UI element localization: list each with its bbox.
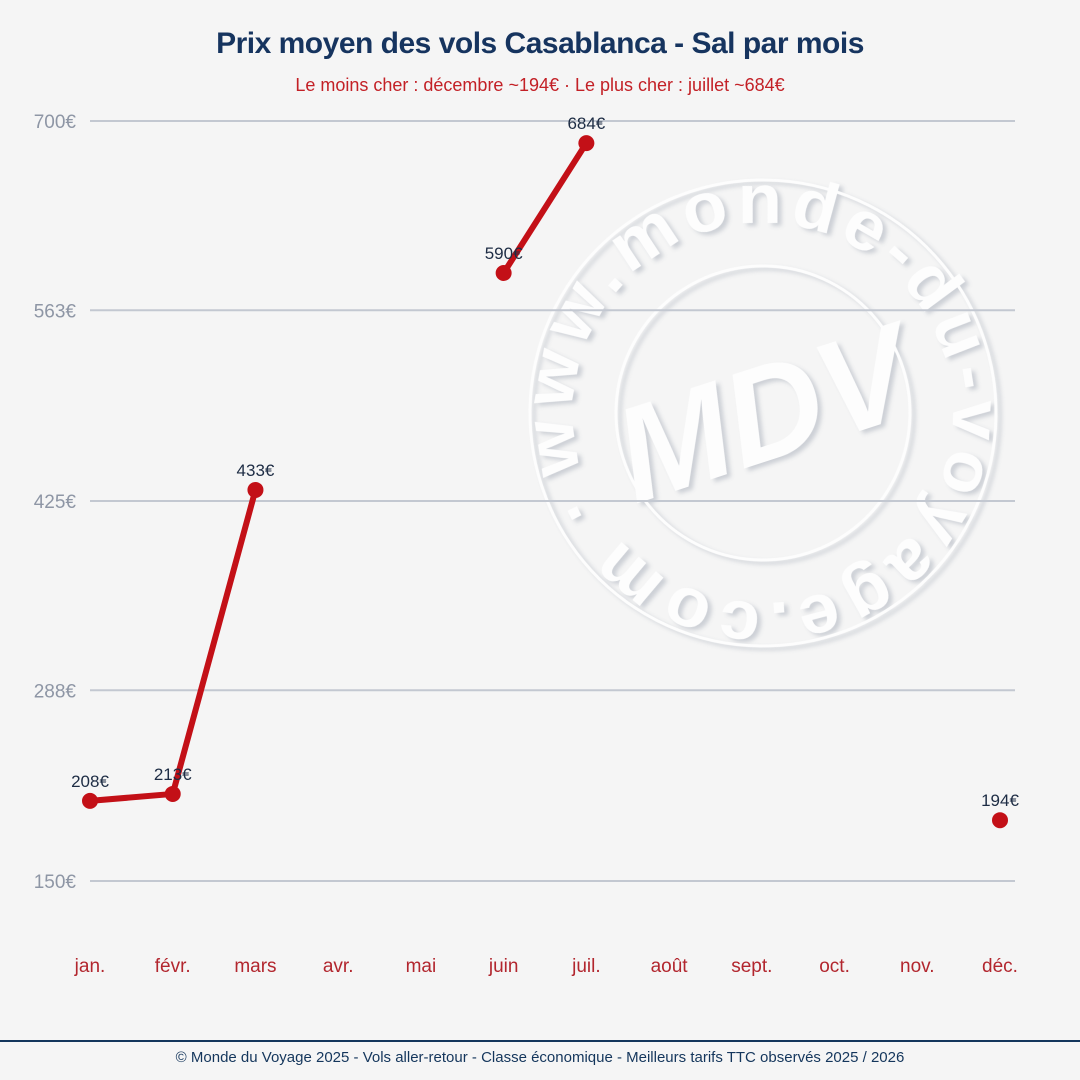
footer-divider: [0, 1040, 1080, 1042]
x-tick-label: févr.: [155, 956, 191, 977]
x-tick-label: mai: [406, 956, 437, 977]
watermark-outer-ring: [528, 178, 998, 648]
x-tick-label: jan.: [74, 956, 106, 977]
price-line-chart: www.monde-du-voyage.com · MDV 700€ 563€ 42…: [33, 93, 1080, 977]
data-point: [578, 135, 595, 152]
data-point-label: 213€: [154, 765, 192, 784]
x-tick-label: avr.: [323, 956, 354, 977]
chart-title: Prix moyen des vols Casablanca - Sal par…: [216, 27, 864, 60]
data-point: [992, 812, 1008, 829]
gridlines: [90, 120, 1015, 882]
series-line-segment: [87, 486, 259, 804]
y-tick-label: 288€: [34, 681, 77, 702]
watermark-center-text: MDV: [597, 292, 938, 531]
data-point: [164, 785, 181, 802]
x-tick-label: oct.: [819, 956, 850, 977]
y-tick-label: 563€: [34, 301, 77, 322]
data-point: [495, 265, 512, 281]
x-tick-label: août: [651, 956, 689, 977]
watermark-inner-ring: [614, 264, 912, 562]
data-point-label: 684€: [567, 114, 605, 133]
data-point: [82, 792, 98, 809]
data-point: [247, 481, 264, 498]
footer-text: © Monde du Voyage 2025 - Vols aller-reto…: [175, 1049, 905, 1066]
y-tick-label: 150€: [34, 872, 77, 893]
data-point-label: 433€: [237, 461, 275, 480]
x-tick-label: juin: [488, 956, 519, 977]
y-tick-label: 425€: [34, 492, 77, 513]
x-tick-label: nov.: [900, 956, 935, 977]
data-point-label: 208€: [71, 772, 109, 791]
price-series: [82, 135, 1008, 829]
x-tick-label: juil.: [571, 956, 601, 977]
series-line-segment: [500, 140, 590, 276]
watermark: www.monde-du-voyage.com · MDV: [442, 93, 1080, 733]
y-axis-labels: 700€ 563€ 425€ 288€ 150€: [34, 112, 77, 893]
point-value-labels: 208€ 213€ 433€ 590€ 684€ 194€: [71, 114, 1019, 810]
x-tick-label: mars: [234, 956, 276, 977]
x-tick-label: déc.: [982, 956, 1018, 977]
chart-subtitle: Le moins cher : décembre ~194€ · Le plus…: [295, 75, 785, 95]
x-axis-labels: jan. févr. mars avr. mai juin juil. août sept. oc…: [74, 956, 1018, 977]
y-tick-label: 700€: [34, 112, 77, 133]
data-point-label: 194€: [981, 791, 1019, 810]
x-tick-label: sept.: [731, 956, 772, 977]
data-point-label: 590€: [485, 244, 523, 263]
